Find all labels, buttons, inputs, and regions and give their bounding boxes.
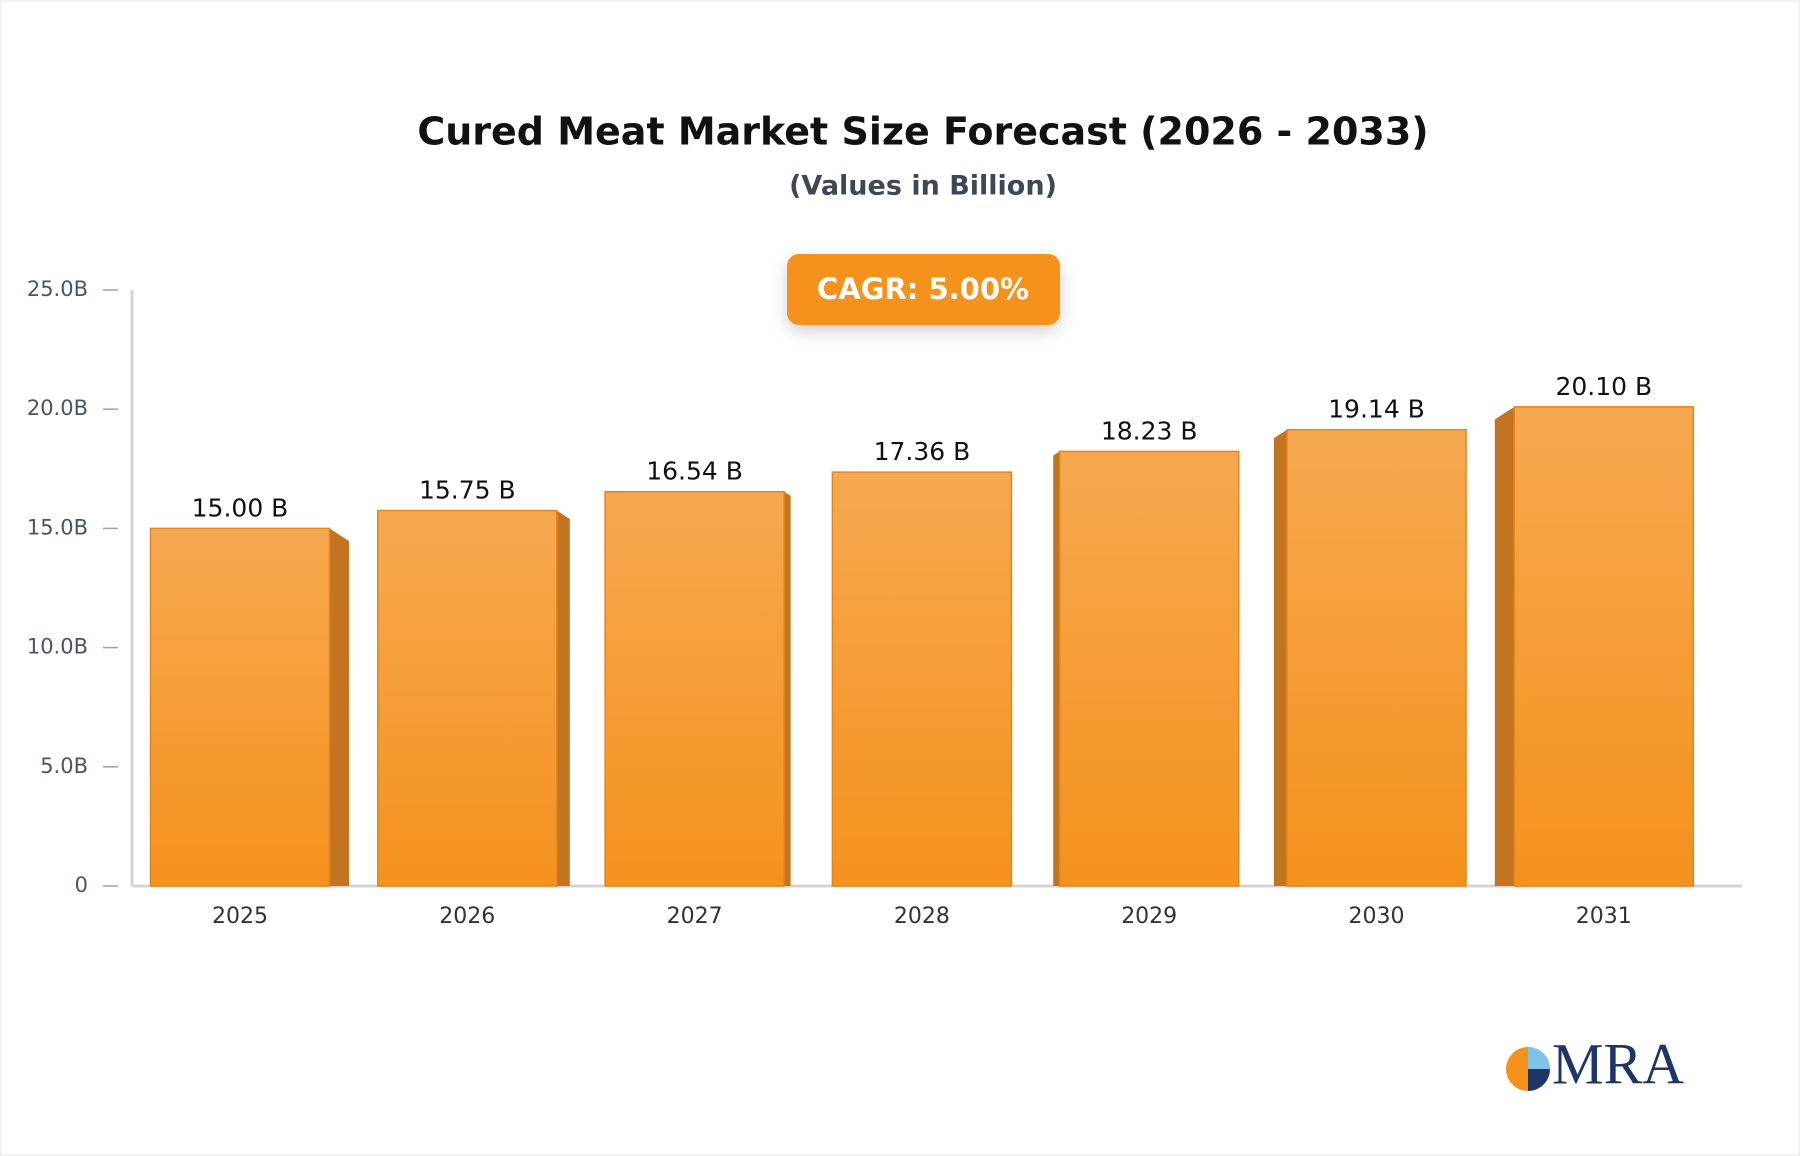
bar-side: [1494, 406, 1515, 886]
x-tick-label: 2028: [894, 904, 950, 929]
bar: [604, 490, 785, 887]
cagr-label: CAGR: 5.00%: [817, 272, 1029, 306]
value-label: 15.00 B: [192, 493, 289, 522]
y-tick-label: 5.0B: [40, 754, 88, 778]
y-tick-label: 15.0B: [27, 515, 88, 539]
bar: [1513, 406, 1695, 887]
bar: [831, 471, 1013, 887]
logo-icon-part: [1528, 1047, 1550, 1069]
y-tick-label: 0: [75, 873, 88, 897]
bar-side: [329, 528, 349, 886]
bar: [149, 527, 331, 887]
value-label: 15.75 B: [419, 476, 516, 505]
chart-title: Cured Meat Market Size Forecast (2026 - …: [417, 110, 1428, 154]
y-tick-label: 25.0B: [27, 277, 88, 301]
bar: [1058, 450, 1240, 887]
y-tick-label: 20.0B: [27, 396, 88, 420]
value-label: 16.54 B: [646, 457, 743, 486]
value-label: 18.23 B: [1101, 416, 1198, 445]
bar-side: [556, 510, 570, 886]
y-tick-label: 10.0B: [27, 635, 88, 659]
x-tick-label: 2031: [1576, 904, 1632, 929]
bar-side: [1274, 429, 1287, 886]
logo-text: MRA: [1552, 1031, 1684, 1096]
x-tick-label: 2026: [439, 904, 495, 929]
bar-side: [1053, 451, 1060, 886]
logo: MRA: [1506, 1031, 1684, 1096]
bar: [377, 509, 558, 887]
bar: [1286, 428, 1467, 887]
chart-subtitle: (Values in Billion): [789, 171, 1057, 202]
value-label: 20.10 B: [1555, 372, 1652, 401]
x-tick-label: 2030: [1349, 904, 1405, 929]
x-tick-label: 2025: [212, 904, 268, 929]
bar-side: [784, 491, 791, 886]
x-tick-label: 2029: [1121, 904, 1177, 929]
cagr-badge: [787, 254, 1060, 325]
x-tick-label: 2027: [667, 904, 723, 929]
value-label: 17.36 B: [874, 437, 971, 466]
logo-icon-part: [1528, 1069, 1550, 1091]
value-label: 19.14 B: [1328, 395, 1425, 424]
